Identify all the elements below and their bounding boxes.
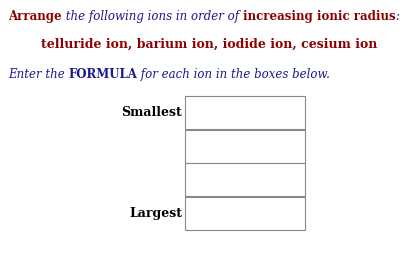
Text: :: : [395,10,399,23]
Bar [185,197,305,230]
Text: Smallest: Smallest [121,106,182,119]
Bar [185,130,305,163]
Text: Enter the: Enter the [8,68,68,81]
Text: FORMULA: FORMULA [68,68,137,81]
Text: Arrange: Arrange [8,10,62,23]
Bar [185,96,305,129]
Text: Largest: Largest [129,207,182,220]
Bar [185,163,305,196]
Text: for each ion in the boxes below.: for each ion in the boxes below. [137,68,330,81]
Text: telluride ion, barium ion, iodide ion, cesium ion: telluride ion, barium ion, iodide ion, c… [41,38,378,51]
Text: increasing ionic radius: increasing ionic radius [243,10,395,23]
Text: the following ions in order of: the following ions in order of [62,10,243,23]
